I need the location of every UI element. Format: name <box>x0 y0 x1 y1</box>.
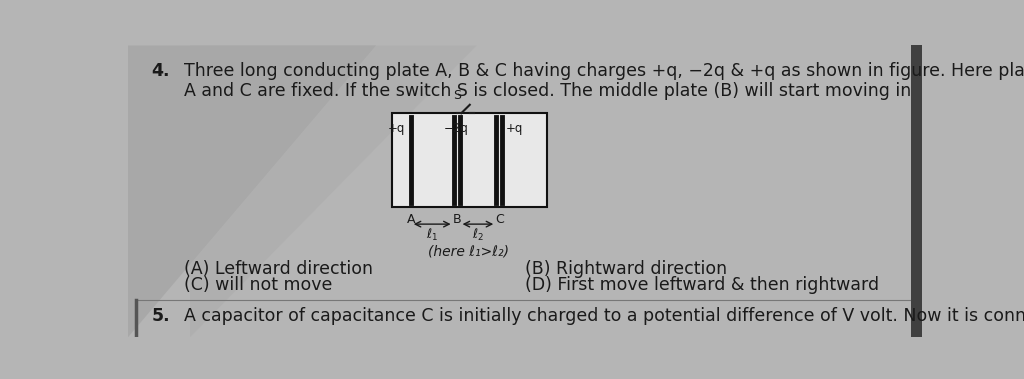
Text: A capacitor of capacitance C is initially charged to a potential difference of V: A capacitor of capacitance C is initiall… <box>183 307 1024 325</box>
Bar <box>391 113 547 207</box>
Text: C: C <box>495 213 504 226</box>
Bar <box>391 113 547 207</box>
Text: 5.: 5. <box>152 307 170 325</box>
Text: B: B <box>453 213 461 226</box>
Polygon shape <box>190 45 477 337</box>
Text: S: S <box>454 89 462 102</box>
Text: (here ℓ₁>ℓ₂): (here ℓ₁>ℓ₂) <box>428 244 510 258</box>
Text: (A) Leftward direction: (A) Leftward direction <box>183 260 373 277</box>
Text: 4.: 4. <box>152 63 170 80</box>
Text: $\ell_1$: $\ell_1$ <box>426 227 438 243</box>
Text: (B) Rightward direction: (B) Rightward direction <box>524 260 727 277</box>
Text: +q: +q <box>387 122 404 135</box>
Text: (C) will not move: (C) will not move <box>183 276 332 294</box>
Text: (D) First move leftward & then rightward: (D) First move leftward & then rightward <box>524 276 879 294</box>
Polygon shape <box>128 45 376 337</box>
Text: Three long conducting plate A, B & C having charges +q, −2q & +q as shown in fig: Three long conducting plate A, B & C hav… <box>183 63 1024 80</box>
Text: −2q: −2q <box>444 122 469 135</box>
Text: A: A <box>407 213 415 226</box>
Bar <box>910 45 922 337</box>
Text: $\ell_2$: $\ell_2$ <box>472 227 484 243</box>
Text: A and C are fixed. If the switch S is closed. The middle plate (B) will start mo: A and C are fixed. If the switch S is cl… <box>183 83 911 100</box>
Text: +q: +q <box>506 122 523 135</box>
